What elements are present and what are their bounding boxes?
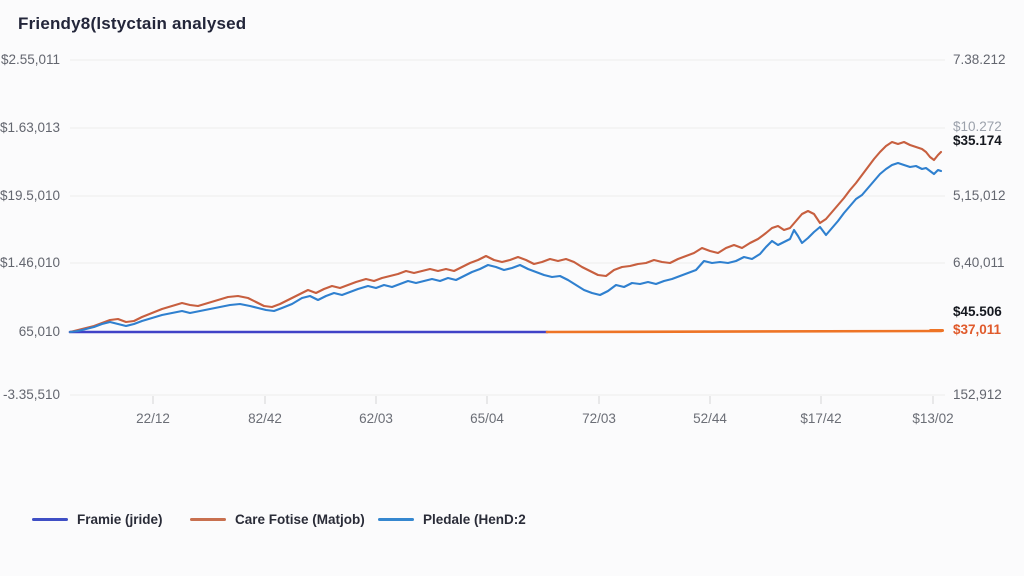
legend-swatch-icon — [32, 518, 68, 521]
y-axis-label-left: $1.46,010 — [0, 255, 61, 270]
x-axis-label: $17/42 — [800, 411, 842, 426]
legend-item[interactable]: Care Fotise (Matjob) — [190, 512, 365, 527]
value-callout: $37,011 — [953, 322, 1002, 337]
value-callout: $45.506 — [953, 304, 1002, 319]
legend-swatch-icon — [378, 518, 414, 521]
y-axis-label-left: $1.63,013 — [0, 120, 61, 135]
series-pledale — [68, 161, 943, 334]
legend-swatch-icon — [190, 518, 226, 521]
x-axis-label: 22/12 — [136, 411, 170, 426]
series-framie-flat-orange — [545, 329, 943, 334]
y-axis-label-right: 5,15,012 — [953, 188, 1006, 203]
page-title: Friendy8(lstyctain analysed — [18, 14, 247, 33]
callout-dash — [929, 329, 944, 332]
x-axis-label: $13/02 — [912, 411, 954, 426]
x-axis-label: 72/03 — [582, 411, 616, 426]
x-axis-label: 62/03 — [359, 411, 393, 426]
y-axis-label-left: $19.5,010 — [0, 188, 61, 203]
y-axis-label-right: 6,40,011 — [953, 255, 1005, 270]
y-axis-label-left: $2.55,011 — [0, 52, 60, 67]
legend-label: Pledale (HenD:2 — [423, 512, 526, 527]
value-callout: $35.174 — [953, 133, 1002, 148]
legend-label: Framie (jride) — [77, 512, 163, 527]
y-axis-label-right: 7.38.212 — [953, 52, 1006, 67]
y-axis-label-left: 65,010 — [18, 324, 60, 339]
x-axis-label: 52/44 — [693, 411, 727, 426]
x-axis-label: 82/42 — [248, 411, 282, 426]
legend-item[interactable]: Framie (jride) — [32, 512, 163, 527]
value-callout: $10.272 — [953, 119, 1002, 134]
y-axis-label-right: 152,912 — [953, 387, 1002, 402]
legend-label: Care Fotise (Matjob) — [235, 512, 365, 527]
y-axis-label-left: -3.35,510 — [2, 387, 60, 402]
legend-item[interactable]: Pledale (HenD:2 — [378, 512, 526, 527]
series-care-fotise — [68, 140, 943, 334]
x-axis-label: 65/04 — [470, 411, 504, 426]
